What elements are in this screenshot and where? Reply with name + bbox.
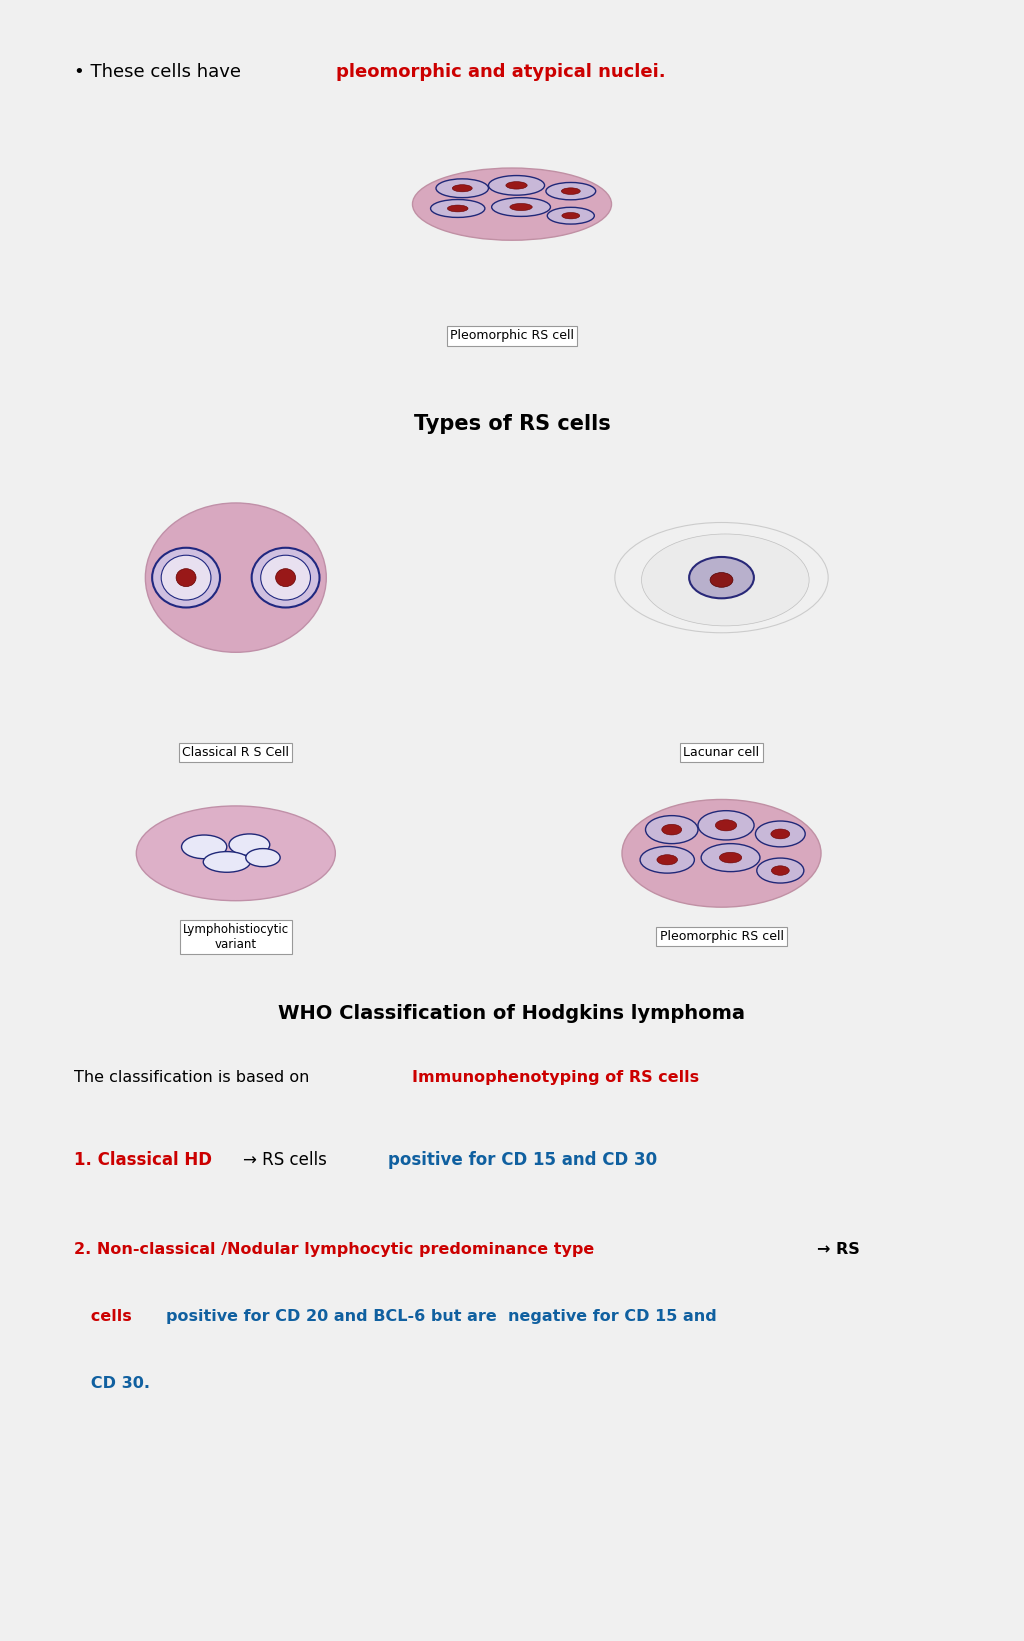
Text: Pleomorphic RS cell: Pleomorphic RS cell (450, 330, 574, 343)
Ellipse shape (506, 182, 527, 189)
Ellipse shape (757, 858, 804, 883)
Text: cells: cells (74, 1310, 137, 1324)
Ellipse shape (701, 843, 760, 871)
Text: Lacunar cell: Lacunar cell (683, 747, 760, 760)
Ellipse shape (662, 824, 682, 835)
Ellipse shape (547, 207, 594, 225)
Text: Lymphohistiocytic
variant: Lymphohistiocytic variant (182, 922, 289, 950)
Ellipse shape (161, 555, 211, 601)
Ellipse shape (561, 187, 581, 194)
Text: → RS cells: → RS cells (244, 1152, 338, 1168)
Ellipse shape (756, 820, 805, 847)
Text: positive for CD 15 and CD 30: positive for CD 15 and CD 30 (388, 1152, 657, 1168)
Text: Immunophenotyping of RS cells: Immunophenotyping of RS cells (412, 1070, 699, 1085)
Ellipse shape (622, 799, 821, 907)
Ellipse shape (720, 852, 741, 863)
Ellipse shape (181, 835, 226, 858)
Ellipse shape (275, 569, 296, 586)
Text: 2. Non-classical /Nodular lymphocytic predominance type: 2. Non-classical /Nodular lymphocytic pr… (74, 1242, 600, 1257)
Ellipse shape (229, 834, 269, 855)
Ellipse shape (641, 533, 809, 625)
Ellipse shape (510, 203, 532, 210)
Ellipse shape (657, 855, 678, 865)
Ellipse shape (771, 829, 790, 839)
Text: Types of RS cells: Types of RS cells (414, 414, 610, 433)
Ellipse shape (640, 847, 694, 873)
Ellipse shape (689, 556, 754, 599)
Text: → RS: → RS (817, 1242, 859, 1257)
Text: Classical R S Cell: Classical R S Cell (182, 747, 290, 760)
Ellipse shape (614, 522, 828, 633)
Ellipse shape (261, 555, 310, 601)
Text: pleomorphic and atypical nuclei.: pleomorphic and atypical nuclei. (336, 64, 666, 82)
Ellipse shape (716, 820, 736, 830)
Text: 1. Classical HD: 1. Classical HD (74, 1152, 218, 1168)
Text: • These cells have: • These cells have (74, 64, 247, 82)
Text: WHO Classification of Hodgkins lymphoma: WHO Classification of Hodgkins lymphoma (279, 1004, 745, 1022)
Ellipse shape (246, 848, 281, 866)
Ellipse shape (430, 200, 484, 217)
Ellipse shape (562, 213, 580, 218)
Ellipse shape (698, 811, 754, 840)
Text: CD 30.: CD 30. (74, 1375, 150, 1392)
Ellipse shape (453, 185, 472, 192)
Ellipse shape (176, 569, 196, 586)
Ellipse shape (771, 866, 790, 875)
Ellipse shape (153, 548, 220, 607)
Ellipse shape (447, 205, 468, 212)
Ellipse shape (710, 573, 733, 587)
Ellipse shape (645, 816, 698, 843)
Ellipse shape (436, 179, 488, 197)
Ellipse shape (203, 852, 250, 873)
Ellipse shape (252, 548, 319, 607)
Text: Pleomorphic RS cell: Pleomorphic RS cell (659, 930, 783, 944)
Ellipse shape (413, 167, 611, 240)
Ellipse shape (145, 502, 327, 653)
Ellipse shape (488, 176, 545, 195)
Ellipse shape (492, 197, 551, 217)
Text: positive for CD 20 and BCL-6 but are  negative for CD 15 and: positive for CD 20 and BCL-6 but are neg… (166, 1310, 717, 1324)
Text: The classification is based on: The classification is based on (74, 1070, 314, 1085)
Ellipse shape (546, 182, 596, 200)
Ellipse shape (136, 806, 335, 901)
